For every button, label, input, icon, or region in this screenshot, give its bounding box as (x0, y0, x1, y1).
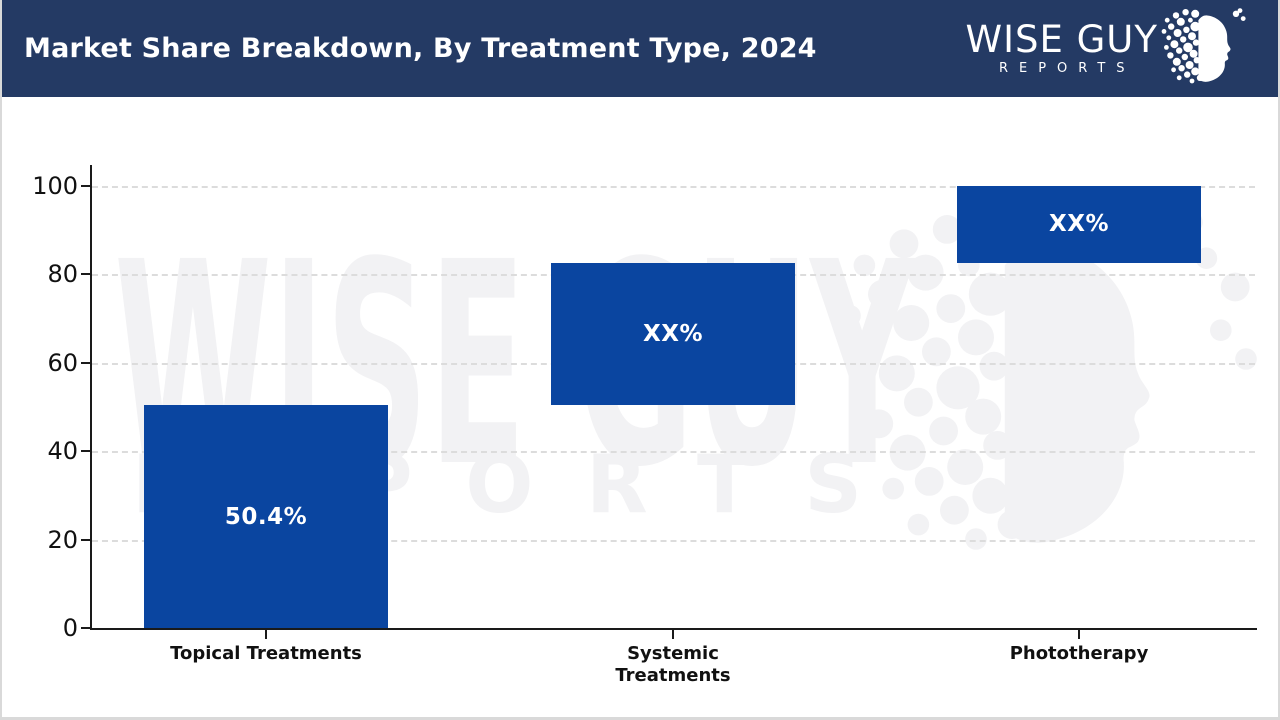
y-tick-label: 0 (62, 614, 78, 642)
y-tick-label: 80 (47, 260, 78, 289)
logo-subtext: REPORTS (998, 61, 1136, 76)
bar-value-label: XX% (642, 321, 703, 348)
bar-segment: 50.4% (144, 405, 388, 628)
y-axis-line (90, 165, 92, 630)
y-tick-mark (81, 627, 90, 629)
y-tick-label: 100 (32, 172, 78, 200)
x-tick-mark (265, 630, 267, 639)
x-axis-line (90, 628, 1257, 630)
category-label: Topical Treatments (170, 643, 362, 664)
x-tick-mark (1078, 630, 1080, 639)
y-tick-mark (81, 185, 90, 187)
y-tick-mark (81, 538, 90, 541)
y-tick-mark (81, 450, 90, 453)
bar-value-label: XX% (1048, 211, 1109, 238)
gridline (92, 186, 1255, 188)
y-tick-mark (81, 361, 90, 364)
gridline (92, 451, 1255, 454)
y-tick-label: 20 (47, 525, 78, 554)
header: Market Share Breakdown, By Treatment Typ… (2, 0, 1278, 97)
y-tick-mark (81, 273, 90, 276)
page-title: Market Share Breakdown, By Treatment Typ… (24, 33, 817, 64)
logo-head-icon (1161, 7, 1246, 83)
logo-wordmark: WISE GUY (965, 18, 1158, 61)
gridline (92, 539, 1255, 542)
bar-segment: XX% (957, 186, 1201, 263)
bar-value-label: 50.4% (224, 503, 308, 530)
bar-segment: XX% (551, 262, 795, 406)
x-tick-mark (672, 630, 674, 639)
chart-area: WISE GUY REPORTS (2, 97, 1278, 717)
y-tick-label: 40 (47, 437, 78, 466)
category-label: Phototherapy (1009, 643, 1149, 664)
y-tick-label: 60 (47, 348, 78, 377)
category-label: Systemic Treatments (615, 643, 731, 686)
wise-guy-logo: WISE GUY REPORTS (965, 7, 1256, 90)
